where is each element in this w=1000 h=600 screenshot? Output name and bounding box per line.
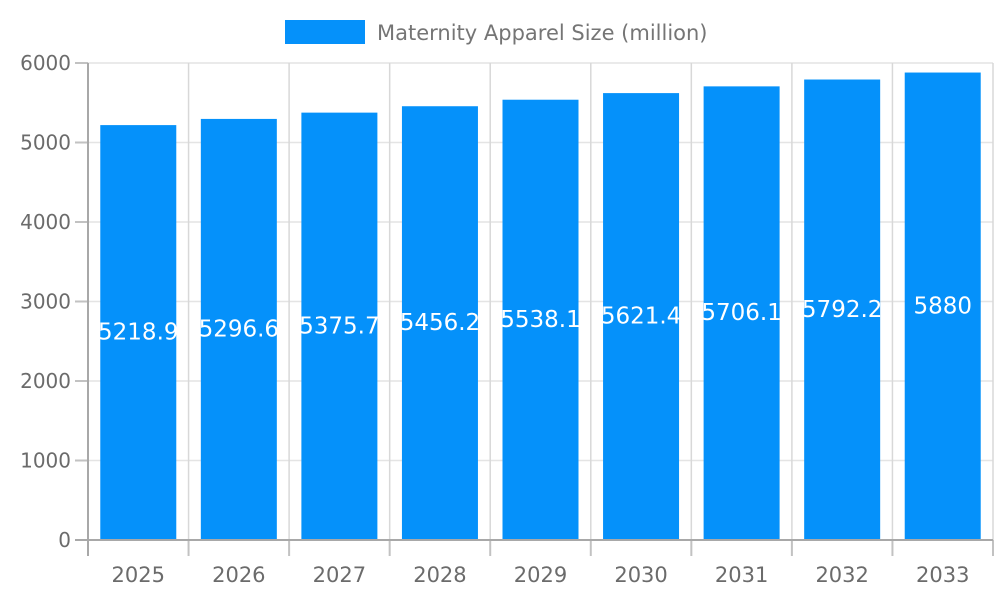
y-tick-label: 2000 xyxy=(20,369,71,393)
bar xyxy=(603,93,680,541)
x-tick-label: 2028 xyxy=(413,563,466,587)
bars xyxy=(100,72,981,541)
x-tick-label: 2033 xyxy=(916,563,969,587)
bar xyxy=(804,79,881,540)
legend-label[interactable]: Maternity Apparel Size (million) xyxy=(377,21,708,45)
bar-value-label: 5456.2 xyxy=(400,310,480,336)
x-tick-label: 2025 xyxy=(112,563,165,587)
vertical-gridlines xyxy=(187,63,994,540)
bar xyxy=(703,86,780,540)
bar xyxy=(502,99,579,541)
y-tick-label: 1000 xyxy=(20,449,71,473)
x-tick-label: 2029 xyxy=(514,563,567,587)
bar-value-label: 5375.7 xyxy=(299,313,379,339)
bar-value-label: 5296.6 xyxy=(199,316,279,342)
bar-value-labels: 5218.9 5296.6 5375.7 5456.2 5538.1 5621.4 5706… xyxy=(98,293,972,345)
x-tick-label: 2032 xyxy=(815,563,868,587)
bar-value-label: 5792.2 xyxy=(802,297,882,323)
x-tick-label: 2031 xyxy=(715,563,768,587)
legend-swatch[interactable] xyxy=(285,20,365,44)
x-tick-label: 2026 xyxy=(212,563,265,587)
y-axis-labels: 0 1000 2000 3000 4000 5000 6000 xyxy=(20,51,71,552)
y-tick-label: 0 xyxy=(58,528,71,552)
bar-value-label: 5706.1 xyxy=(701,300,781,326)
y-tick-label: 6000 xyxy=(20,51,71,75)
bar xyxy=(401,106,478,540)
bar xyxy=(904,72,981,540)
x-axis-labels: 2025 2026 2027 2028 2029 2030 2031 2032 2033 xyxy=(112,563,970,587)
bar-value-label: 5880 xyxy=(913,293,972,319)
bar xyxy=(200,118,277,541)
bar-value-label: 5218.9 xyxy=(98,320,178,346)
bar-value-label: 5538.1 xyxy=(500,307,580,333)
y-tick-label: 4000 xyxy=(20,210,71,234)
x-tick-label: 2027 xyxy=(313,563,366,587)
legend[interactable]: Maternity Apparel Size (million) xyxy=(285,20,708,45)
bar xyxy=(301,112,378,541)
y-tick-label: 3000 xyxy=(20,290,71,314)
axis-lines xyxy=(75,63,993,556)
y-tick-label: 5000 xyxy=(20,131,71,155)
bar-value-label: 5621.4 xyxy=(601,304,681,330)
bar xyxy=(100,125,177,541)
x-tick-label: 2030 xyxy=(614,563,667,587)
